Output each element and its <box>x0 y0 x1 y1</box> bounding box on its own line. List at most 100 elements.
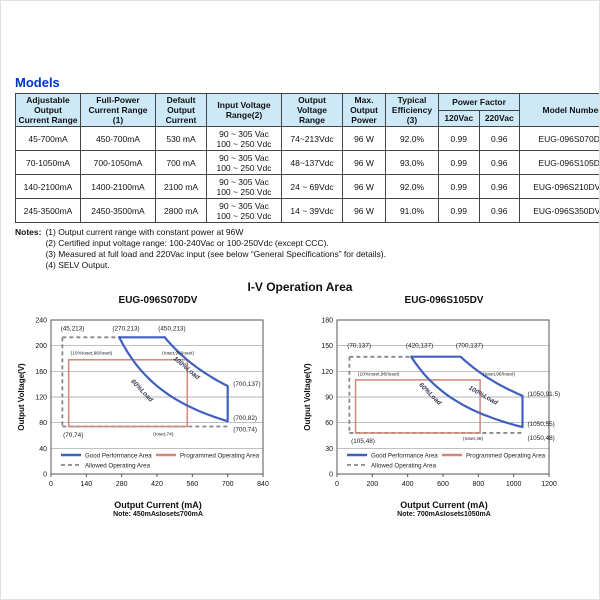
table-row: 140-2100mA 1400-2100mA 2100 mA 90 ~ 305 Vac… <box>15 174 599 199</box>
table-cell: 0.96 <box>478 126 520 151</box>
y-tick-label: 180 <box>321 318 333 325</box>
table-cell: 48~137Vdc <box>281 150 343 175</box>
col-header-output-voltage-range: Output Voltage Range <box>281 93 343 127</box>
x-tick-label: 420 <box>151 481 163 488</box>
table-cell: 93.0% <box>385 150 439 175</box>
point-label: (420,137) <box>406 343 433 350</box>
x-tick-label: 400 <box>402 481 414 488</box>
legend-label: Programmed Operating Area <box>180 452 260 459</box>
x-tick-label: 800 <box>472 481 484 488</box>
table-cell: 45-700mA <box>15 126 81 151</box>
point-label: (700,137) <box>456 343 483 350</box>
y-axis-label: Output Voltage(V) <box>17 363 26 431</box>
table-cell: EUG-096S070DV <box>519 126 599 151</box>
table-cell: 90 ~ 305 Vac 100 ~ 250 Vdc <box>206 198 282 223</box>
col-header-model-number: Model Number <box>519 93 599 127</box>
point-label: (Ioset,74) <box>153 432 174 438</box>
table-cell: 140-2100mA <box>15 174 81 199</box>
y-tick-label: 40 <box>39 446 47 453</box>
x-tick-label: 280 <box>116 481 128 488</box>
programmed-operating-area <box>67 359 189 428</box>
legend-label: Allowed Operating Area <box>85 462 151 469</box>
table-row: 245-3500mA 2450-3500mA 2800 mA 90 ~ 305 Vac… <box>15 198 599 223</box>
y-tick-label: 120 <box>35 395 47 402</box>
col-header-input-voltage-range: Input Voltage Range(2) <box>206 93 282 127</box>
table-cell: 700-1050mA <box>80 150 156 175</box>
table-cell: 91.0% <box>385 198 439 223</box>
col-header-max-output-power: Max. Output Power <box>342 93 386 127</box>
iv-charts-row: EUG-096S070DV 0 40 80 120 160 200 240 0 140 280 42… <box>15 295 585 518</box>
models-table-body: 45-700mA 450-700mA 530 mA 90 ~ 305 Vac 100 … <box>15 126 599 223</box>
models-table-header: Adjustable Output Current Range Full-Pow… <box>15 93 599 127</box>
x-tick-label: 200 <box>366 481 378 488</box>
point-label: (1050,48) <box>527 435 554 442</box>
table-cell: 92.0% <box>385 126 439 151</box>
iv-chart-105dv: 0 30 60 90 120 150 180 0 200 400 600 800 1000 1200 Out… <box>303 318 560 489</box>
table-cell: 700 mA <box>155 150 207 175</box>
point-label: (Ioset,96/Ioset) <box>483 372 515 378</box>
col-header-220vac: 220Vac <box>478 109 520 127</box>
table-cell: 450-700mA <box>80 126 156 151</box>
table-cell: EUG-096S105DV <box>519 150 599 175</box>
x-tick-label: 700 <box>222 481 234 488</box>
col-header-default-output-current: Default Output Current <box>155 93 207 127</box>
point-label: (45,213) <box>61 325 85 332</box>
col-header-power-factor: Power Factor <box>438 93 520 111</box>
legend-label: Allowed Operating Area <box>371 462 437 469</box>
point-label: (70,137) <box>347 343 371 350</box>
col-header-full-power-current-range: Full-Power Current Range (1) <box>80 93 156 127</box>
good-performance-area <box>410 355 524 429</box>
table-cell: 2800 mA <box>155 198 207 223</box>
x-tick-label: 560 <box>186 481 198 488</box>
y-axis-label: Output Voltage(V) <box>303 363 312 431</box>
table-cell: 0.99 <box>438 174 480 199</box>
table-cell: 0.96 <box>478 174 520 199</box>
point-label: (10%Ioset,96/Ioset) <box>71 351 113 357</box>
x-tick-label: 0 <box>335 481 339 488</box>
y-tick-label: 160 <box>35 369 47 376</box>
models-table: Adjustable Output Current Range Full-Pow… <box>15 93 599 223</box>
notes-label: Notes: <box>15 227 42 237</box>
notes-block: Notes: (1) Output current range with con… <box>15 227 585 271</box>
table-row: 45-700mA 450-700mA 530 mA 90 ~ 305 Vac 100 … <box>15 126 599 151</box>
point-label: (Ioset,48) <box>463 436 484 442</box>
x-tick-label: 1200 <box>541 481 557 488</box>
chart-note-105dv: Note: 700mA≤Ioset≤1050mA <box>397 511 491 519</box>
table-cell: 90 ~ 305 Vac 100 ~ 250 Vdc <box>206 174 282 199</box>
note-item: (1) Output current range with constant p… <box>45 227 244 237</box>
point-label: (700,82) <box>233 415 257 422</box>
load-curve-label: 100%Load <box>467 385 499 408</box>
table-cell: 24 ~ 69Vdc <box>281 174 343 199</box>
notes-items: (1) Output current range with constant p… <box>45 227 386 271</box>
y-tick-label: 150 <box>321 343 333 350</box>
table-row: 70-1050mA 700-1050mA 700 mA 90 ~ 305 Vac 10… <box>15 150 599 175</box>
point-label: (1050,55) <box>527 421 554 428</box>
col-header-adjustable-output-current-range: Adjustable Output Current Range <box>15 93 81 127</box>
table-cell: 245-3500mA <box>15 198 81 223</box>
table-cell: 14 ~ 39Vdc <box>281 198 343 223</box>
legend-label: Good Performance Area <box>371 452 438 459</box>
x-tick-label: 600 <box>437 481 449 488</box>
chart-xlabel-105dv: Output Current (mA) <box>400 500 488 511</box>
table-cell: 90 ~ 305 Vac 100 ~ 250 Vdc <box>206 126 282 151</box>
iv-chart-figure-105dv: EUG-096S105DV 0 30 60 90 120 150 180 0 200 400 600… <box>301 295 587 518</box>
table-cell: 2450-3500mA <box>80 198 156 223</box>
table-cell: 96 W <box>342 150 386 175</box>
y-tick-label: 30 <box>325 446 333 453</box>
x-tick-label: 840 <box>257 481 269 488</box>
col-header-typical-efficiency: Typical Efficiency (3) <box>385 93 439 127</box>
y-tick-label: 60 <box>325 420 333 427</box>
note-item: (2) Certified input voltage range: 100-2… <box>45 238 329 249</box>
y-tick-label: 120 <box>321 369 333 376</box>
point-label: (700,74) <box>233 427 257 434</box>
table-cell: 530 mA <box>155 126 207 151</box>
point-label: (1050,91.5) <box>527 391 560 398</box>
iv-chart-figure-070dv: EUG-096S070DV 0 40 80 120 160 200 240 0 140 280 42… <box>15 295 301 518</box>
table-cell: 0.96 <box>478 150 520 175</box>
table-cell: 70-1050mA <box>15 150 81 175</box>
iv-chart-070dv: 0 40 80 120 160 200 240 0 140 280 420 560 700 840 Outp… <box>17 318 269 489</box>
point-label: (450,213) <box>158 325 185 332</box>
point-label: (270,213) <box>112 325 139 332</box>
point-label: (10%Ioset,96/Ioset) <box>358 372 400 378</box>
